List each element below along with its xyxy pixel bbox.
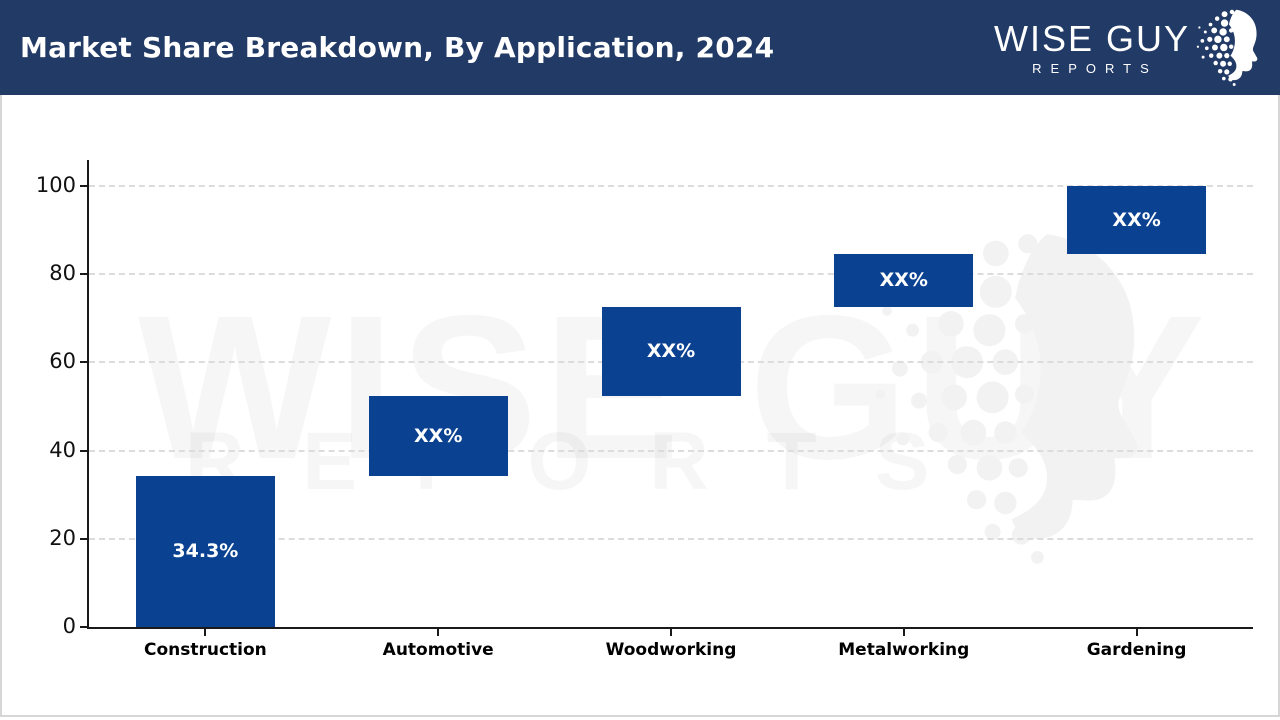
logo-wordmark: WISE GUY: [993, 17, 1190, 59]
x-tick-mark: [902, 627, 905, 636]
bar-value-label: 34.3%: [172, 540, 239, 563]
bar-value-label: XX%: [646, 340, 696, 363]
watermark-head-icon: [875, 234, 1138, 564]
y-axis-line: [87, 160, 89, 629]
x-tick-mark: [437, 627, 440, 636]
y-tick-label: 80: [49, 261, 76, 286]
y-tick-label: 40: [49, 437, 76, 462]
y-gridline: [89, 185, 1253, 187]
bar-metalworking: XX%: [834, 253, 974, 307]
y-tick-mark: [80, 449, 89, 452]
logo-text: WISE GUY REPORTS: [993, 17, 1190, 76]
x-tick-mark: [670, 627, 672, 636]
bar-value-label: XX%: [414, 424, 463, 447]
x-category-label: Gardening: [1086, 640, 1187, 660]
y-tick-label: 20: [49, 525, 76, 550]
bar-automotive: XX%: [368, 395, 508, 476]
x-category-label: Woodworking: [605, 640, 737, 660]
y-gridline: [89, 537, 1253, 540]
y-gridline: [89, 449, 1253, 452]
y-tick-label: 100: [35, 173, 76, 197]
y-tick-mark: [80, 361, 89, 364]
bar-woodworking: XX%: [601, 306, 741, 396]
bar-gardening: XX%: [1067, 186, 1207, 254]
page-title: Market Share Breakdown, By Application, …: [20, 31, 775, 64]
y-tick-mark: [80, 273, 89, 276]
logo-subtitle: REPORTS: [1032, 60, 1158, 76]
x-category-label: Automotive: [382, 640, 494, 660]
bar-value-label: XX%: [1112, 208, 1161, 231]
wise-guy-reports-logo: WISE GUY REPORTS: [994, 9, 1280, 87]
bar-value-label: XX%: [879, 269, 928, 292]
x-tick-mark: [1135, 627, 1138, 636]
y-tick-label: 60: [49, 349, 76, 374]
x-axis-line: [87, 627, 1253, 629]
y-tick-mark: [80, 626, 89, 628]
x-tick-mark: [204, 627, 207, 636]
header-bar: Market Share Breakdown, By Application, …: [0, 0, 1280, 95]
y-tick-mark: [80, 185, 89, 187]
x-category-label: Construction: [143, 640, 267, 660]
y-tick-label: 0: [62, 614, 76, 638]
y-tick-mark: [80, 537, 89, 540]
dotted-head-icon: [1196, 9, 1258, 86]
y-gridline: [89, 273, 1253, 276]
x-category-label: Metalworking: [838, 640, 970, 660]
bar-construction: 34.3%: [135, 475, 275, 627]
